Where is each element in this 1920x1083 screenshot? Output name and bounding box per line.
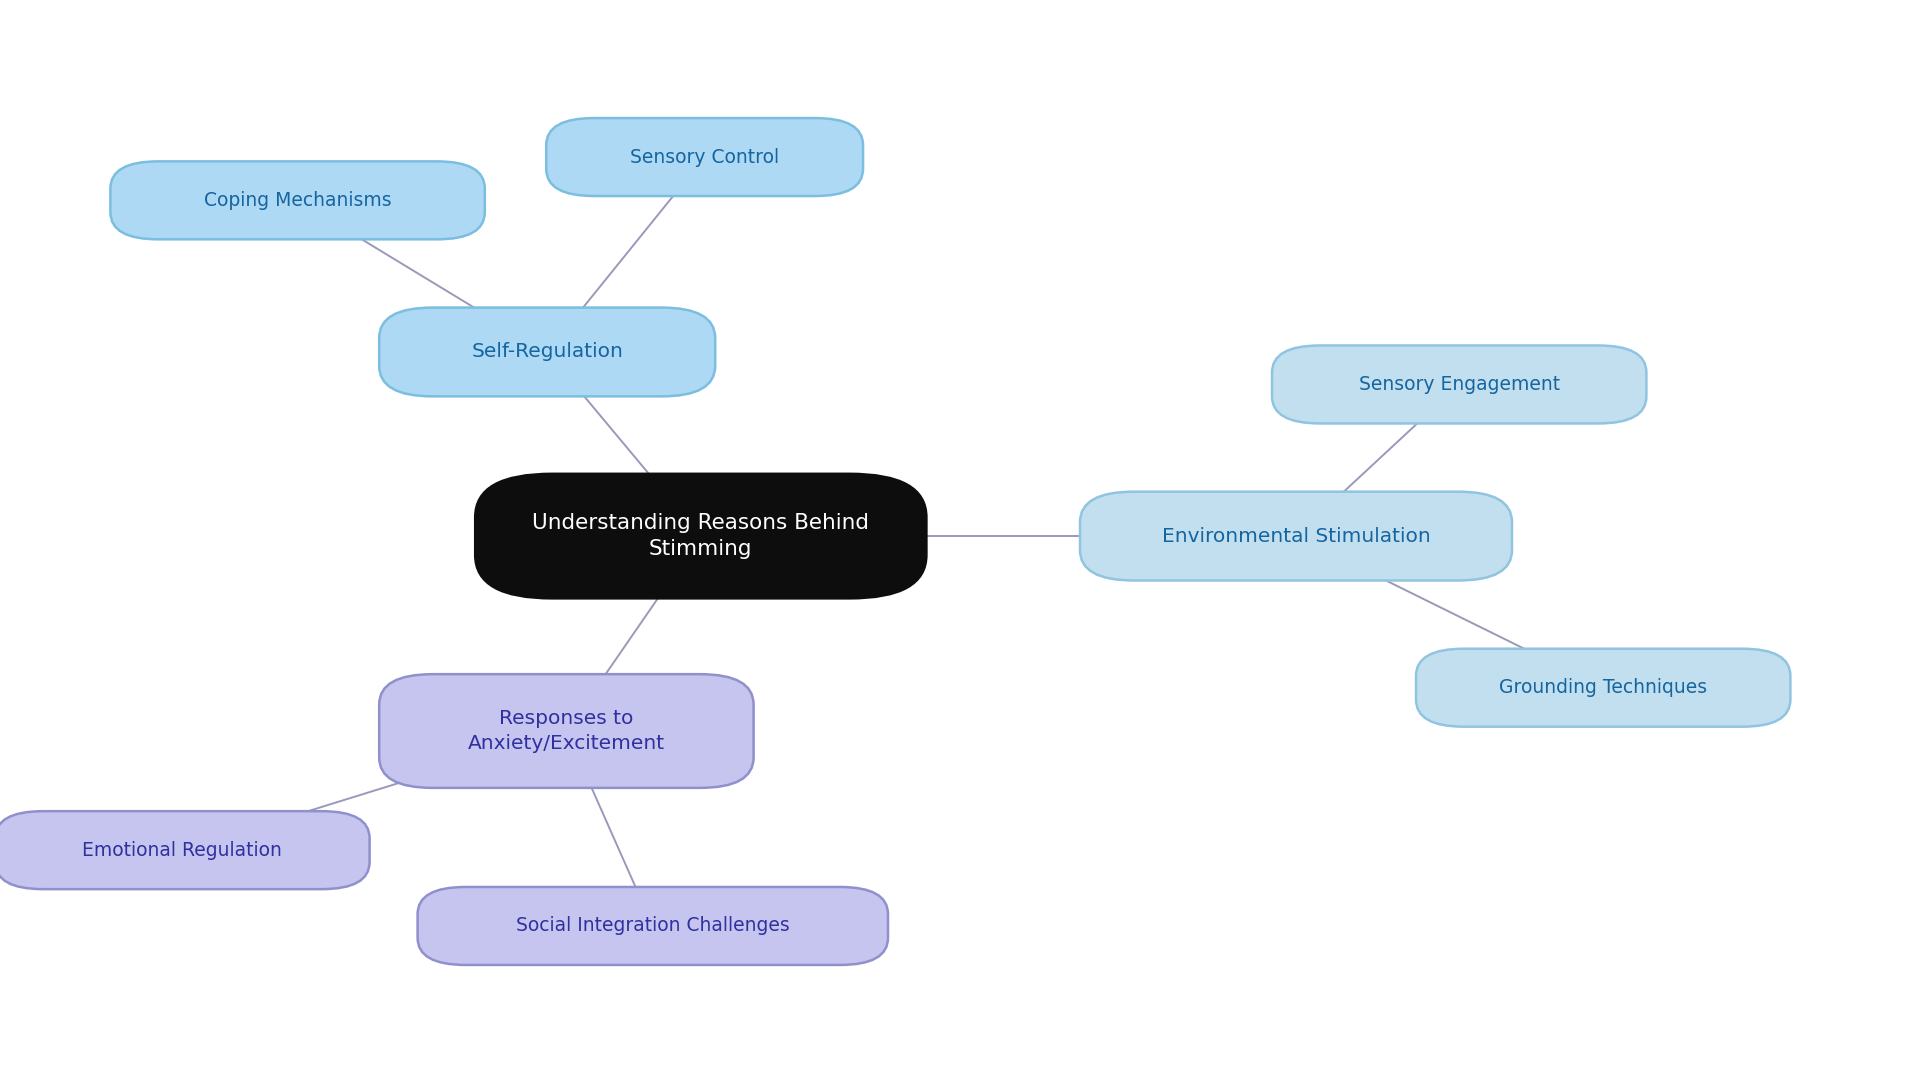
FancyBboxPatch shape <box>1415 649 1789 727</box>
FancyBboxPatch shape <box>419 887 887 965</box>
FancyBboxPatch shape <box>1271 345 1645 423</box>
Text: Environmental Stimulation: Environmental Stimulation <box>1162 526 1430 546</box>
Text: Sensory Engagement: Sensory Engagement <box>1359 375 1559 394</box>
FancyBboxPatch shape <box>0 811 369 889</box>
FancyBboxPatch shape <box>378 308 714 396</box>
Text: Responses to
Anxiety/Excitement: Responses to Anxiety/Excitement <box>468 709 664 753</box>
FancyBboxPatch shape <box>545 118 862 196</box>
Text: Social Integration Challenges: Social Integration Challenges <box>516 916 789 936</box>
Text: Emotional Regulation: Emotional Regulation <box>83 840 282 860</box>
Text: Understanding Reasons Behind
Stimming: Understanding Reasons Behind Stimming <box>532 513 870 559</box>
FancyBboxPatch shape <box>378 674 753 788</box>
Text: Grounding Techniques: Grounding Techniques <box>1500 678 1707 697</box>
Text: Sensory Control: Sensory Control <box>630 147 780 167</box>
FancyBboxPatch shape <box>109 161 484 239</box>
FancyBboxPatch shape <box>1079 492 1513 580</box>
FancyBboxPatch shape <box>476 474 925 598</box>
Text: Coping Mechanisms: Coping Mechanisms <box>204 191 392 210</box>
Text: Self-Regulation: Self-Regulation <box>470 342 624 362</box>
